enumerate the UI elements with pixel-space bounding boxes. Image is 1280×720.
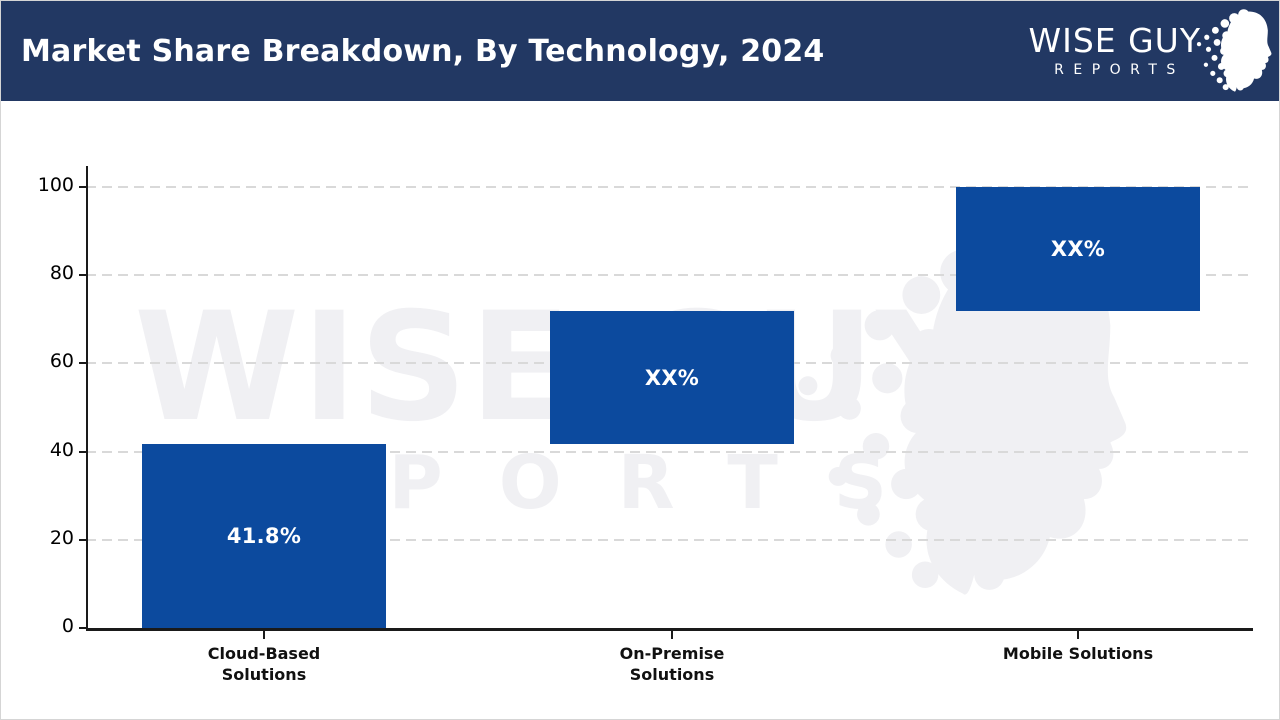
- logo-wordmark: WISE GUY: [1028, 21, 1201, 61]
- y-tick-60: [79, 362, 86, 365]
- y-tick-20: [79, 538, 86, 541]
- category-label-1: On-Premise Solutions: [619, 644, 725, 685]
- y-axis-line: [86, 166, 88, 630]
- y-tick-80: [79, 274, 86, 277]
- logo-subtitle: REPORTS: [1054, 61, 1185, 78]
- wise-guy-reports-logo: WISE GUY REPORTS: [1028, 5, 1273, 97]
- y-tick-label-0: 0: [61, 615, 74, 637]
- bar-segment-0: 41.8%: [142, 443, 386, 628]
- bar-value-label-2: XX%: [1050, 237, 1106, 262]
- gridline-100: [86, 186, 1253, 188]
- gridline-80: [86, 274, 1253, 277]
- bar-value-label-1: XX%: [644, 365, 700, 390]
- y-tick-0: [79, 627, 86, 629]
- x-axis-line: [86, 628, 1253, 631]
- category-label-2: Mobile Solutions: [1002, 644, 1154, 663]
- bar-segment-2: XX%: [956, 187, 1200, 312]
- y-tick-100: [79, 186, 86, 188]
- category-label-0: Cloud-Based Solutions: [207, 644, 321, 685]
- gridline-20: [86, 538, 1253, 541]
- y-tick-label-20: 20: [49, 526, 74, 549]
- y-tick-label-80: 80: [49, 262, 74, 285]
- bar-segment-1: XX%: [550, 311, 794, 444]
- gridline-40: [86, 450, 1253, 453]
- bar-value-label-0: 41.8%: [226, 523, 302, 548]
- waterfall-chart: 0 20 40 60 80 100 41.8% Cloud-Based Solutions XX…: [1, 101, 1279, 719]
- y-tick-40: [79, 450, 86, 453]
- y-tick-label-40: 40: [49, 438, 74, 461]
- logo-text: WISE GUY REPORTS: [1028, 24, 1201, 78]
- y-tick-label-100: 100: [37, 174, 74, 196]
- x-tick-0: [263, 631, 265, 639]
- page-title: Market Share Breakdown, By Technology, 2…: [21, 33, 825, 69]
- y-tick-label-60: 60: [49, 350, 74, 373]
- header-bar: Market Share Breakdown, By Technology, 2…: [1, 1, 1279, 101]
- x-tick-2: [1077, 631, 1079, 639]
- x-tick-1: [671, 631, 673, 639]
